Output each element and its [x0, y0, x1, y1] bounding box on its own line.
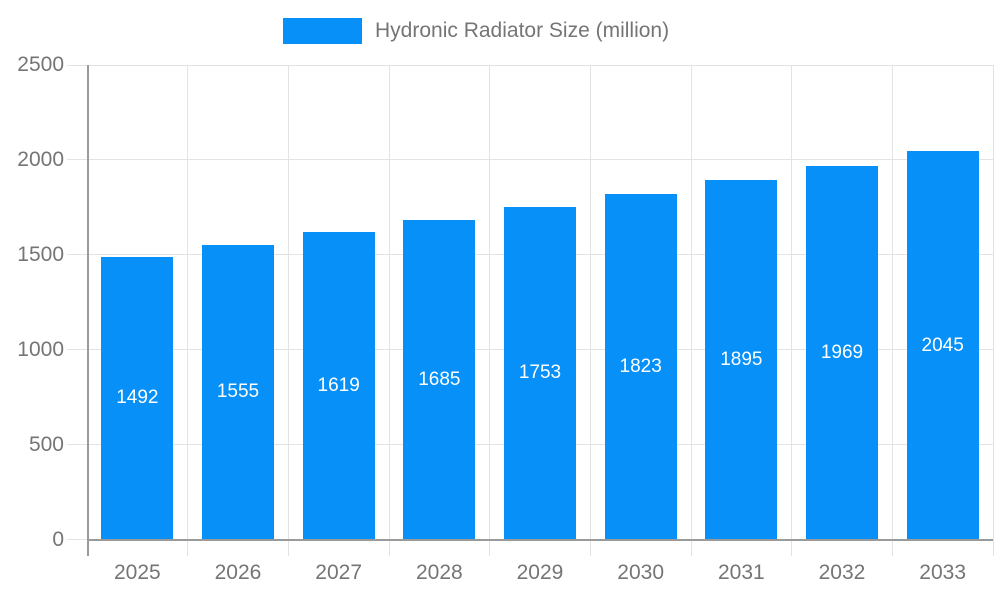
bar — [403, 219, 476, 540]
y-axis-line — [87, 65, 89, 556]
chart-legend: Hydronic Radiator Size (million) — [283, 18, 669, 44]
y-axis-tick-label: 2000 — [17, 148, 64, 171]
bar — [302, 232, 375, 540]
x-axis-tick-label: 2026 — [214, 561, 262, 584]
chart-plot-area: 0 500 1000 1500 2000 2500 1492 1555 1619 1685 1753… — [17, 54, 994, 584]
vertical-gridline — [690, 65, 692, 556]
horizontal-gridline — [67, 65, 993, 66]
vertical-gridline — [187, 65, 189, 556]
vertical-gridline — [791, 65, 793, 556]
x-axis-tick-label: 2028 — [415, 561, 463, 584]
bar-value-label: 1685 — [418, 368, 461, 390]
bar — [906, 151, 979, 540]
y-axis-tick-label: 2500 — [17, 53, 64, 76]
x-axis-tick-label: 2029 — [516, 561, 564, 584]
bar — [101, 256, 174, 540]
y-axis-tick-label: 0 — [52, 528, 64, 551]
bar — [705, 179, 778, 540]
bar-value-label: 1823 — [619, 355, 662, 377]
bar — [806, 165, 878, 540]
bar — [604, 193, 677, 540]
legend-swatch — [283, 18, 362, 44]
bar-value-label: 1753 — [518, 362, 562, 384]
bar-value-label: 1492 — [116, 387, 159, 409]
bar-value-label: 1969 — [820, 341, 864, 363]
x-axis-tick-label: 2031 — [717, 561, 765, 584]
x-axis-tick-label: 2025 — [113, 561, 161, 584]
vertical-gridline — [891, 65, 893, 556]
x-axis-line — [87, 539, 993, 541]
y-axis-tick-label: 1000 — [17, 338, 64, 361]
legend-label: Hydronic Radiator Size (million) — [375, 19, 670, 42]
x-axis-tick-label: 2032 — [818, 561, 866, 584]
bar-value-label: 1555 — [216, 381, 260, 403]
vertical-gridline — [287, 65, 289, 556]
bar-value-label: 1895 — [720, 348, 763, 370]
x-axis-tick-label: 2027 — [315, 561, 363, 584]
y-axis-tick-label: 500 — [28, 433, 64, 456]
vertical-gridline — [388, 65, 390, 556]
x-axis-tick-label: 2030 — [617, 561, 665, 584]
vertical-gridline — [489, 65, 491, 556]
y-axis-tick-label: 1500 — [17, 243, 64, 266]
x-axis-tick-label: 2033 — [919, 561, 967, 584]
horizontal-gridline — [67, 159, 993, 160]
vertical-gridline — [992, 65, 994, 556]
bar — [504, 206, 576, 540]
bar-value-label: 1619 — [317, 375, 360, 397]
bar — [202, 244, 274, 540]
bar-value-label: 2045 — [921, 334, 964, 356]
vertical-gridline — [589, 65, 591, 556]
